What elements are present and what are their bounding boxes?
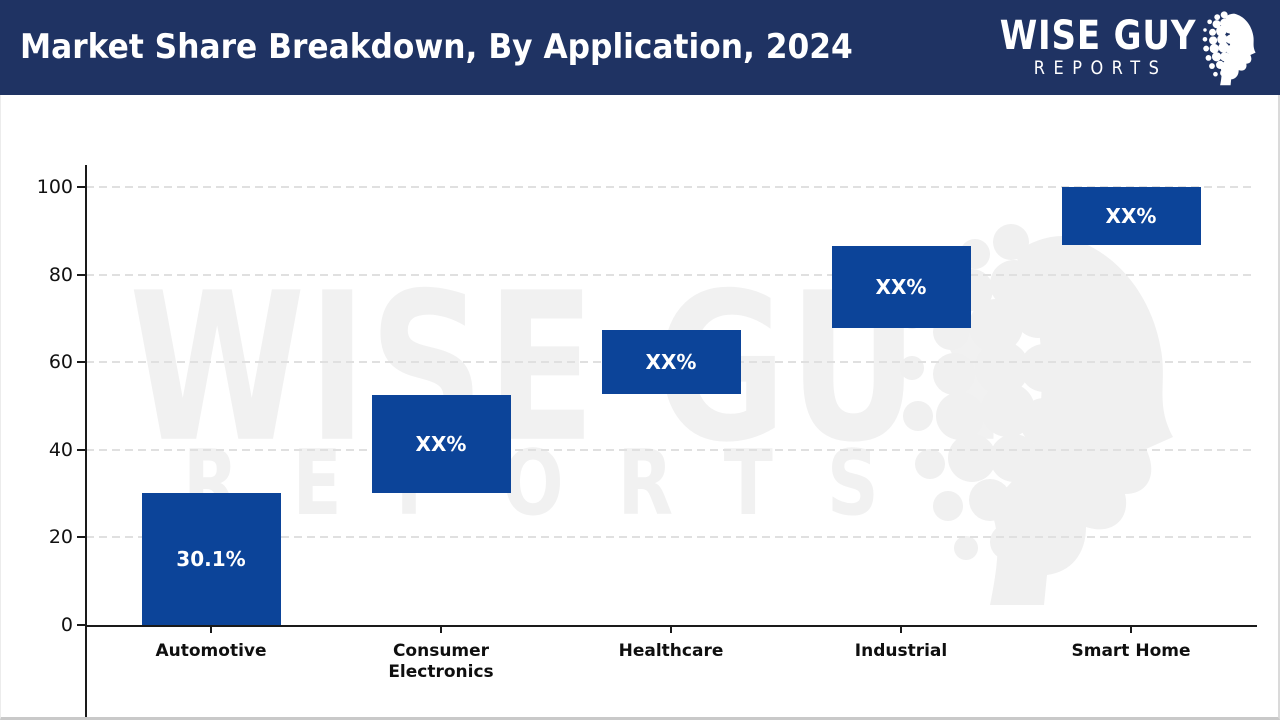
x-tick-mark-industrial xyxy=(900,627,902,633)
y-tick-label-100: 100 xyxy=(36,176,73,198)
y-tick-mark-80 xyxy=(77,273,85,276)
x-category-label-smart-home: Smart Home xyxy=(1071,641,1191,661)
bar-automotive: 30.1% xyxy=(141,493,281,625)
y-tick-label-20: 20 xyxy=(48,526,73,549)
logo-wiseguy-text: WISE GUY xyxy=(999,13,1196,60)
x-category-label-healthcare: Healthcare xyxy=(618,641,724,661)
gridline-20 xyxy=(86,536,1256,539)
logo-head-icon xyxy=(1202,10,1256,85)
gridline-40 xyxy=(86,448,1256,451)
gridline-80 xyxy=(86,273,1256,276)
bar-consumer-electronics: XX% xyxy=(371,395,511,494)
bar-value-label: XX% xyxy=(645,349,697,374)
x-axis xyxy=(85,625,1257,627)
y-tick-mark-20 xyxy=(77,536,85,539)
y-axis xyxy=(85,165,87,717)
y-tick-label-60: 60 xyxy=(48,351,73,374)
chart-title: Market Share Breakdown, By Application, … xyxy=(20,26,853,67)
x-category-label-automotive: Automotive xyxy=(155,641,267,661)
y-tick-mark-100 xyxy=(77,186,85,188)
x-tick-mark-consumer-electronics xyxy=(440,627,442,633)
bar-value-label: XX% xyxy=(415,432,467,457)
y-tick-mark-0 xyxy=(77,624,85,626)
header-bar: Market Share Breakdown, By Application, … xyxy=(0,0,1280,95)
y-tick-mark-40 xyxy=(77,448,85,451)
gridline-100 xyxy=(86,186,1256,188)
y-tick-label-40: 40 xyxy=(48,438,73,461)
wiseguy-logo: WISE GUY REPORTS xyxy=(965,10,1262,86)
bar-value-label: 30.1% xyxy=(176,547,246,572)
y-tick-mark-60 xyxy=(77,361,85,364)
logo-reports-text: REPORTS xyxy=(1033,57,1167,80)
plot-area: 30.1% XX% XX% XX% XX% xyxy=(86,186,1256,625)
bar-healthcare: XX% xyxy=(601,329,741,395)
y-tick-label-0: 0 xyxy=(60,614,73,636)
x-tick-mark-automotive xyxy=(210,627,212,633)
logo-text: WISE GUY REPORTS xyxy=(999,16,1196,79)
x-category-label-industrial: Industrial xyxy=(854,641,948,661)
x-category-label-consumer-electronics: Consumer Electronics xyxy=(388,641,494,682)
bar-value-label: XX% xyxy=(1105,203,1157,228)
bar-smart-home: XX% xyxy=(1061,187,1201,245)
y-tick-label-80: 80 xyxy=(48,263,73,286)
bar-value-label: XX% xyxy=(875,275,927,300)
watermark-reports-text: REPORTS xyxy=(183,430,933,535)
chart-area: WISE GUY REPORTS 30.1% XX% XX% XX% XX% 0 20 40… xyxy=(0,95,1280,720)
x-tick-mark-healthcare xyxy=(670,627,672,633)
bar-industrial: XX% xyxy=(831,246,971,329)
x-tick-mark-smart-home xyxy=(1130,627,1132,633)
